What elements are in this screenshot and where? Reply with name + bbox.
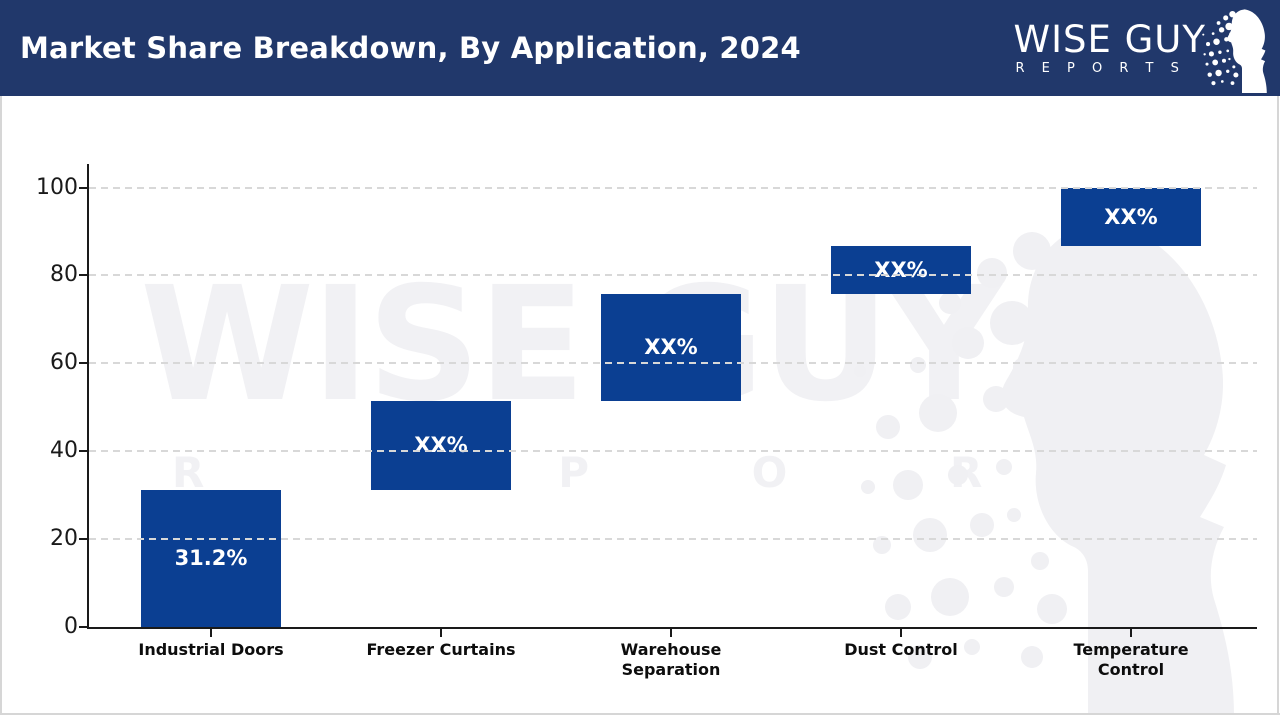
logo-subtitle: R E P O R T S (1015, 61, 1186, 76)
gridline (89, 362, 1257, 365)
bar-value-label: 31.2% (174, 546, 248, 571)
y-axis-tick (79, 274, 87, 277)
logo-text: WISE GUY R E P O R T S (1013, 18, 1206, 77)
y-axis-tick (79, 626, 87, 628)
bar-value-label: XX% (1104, 204, 1158, 229)
y-axis-tick-label: 60 (50, 350, 78, 376)
y-axis-tick-label: 20 (50, 526, 78, 552)
page-border-left (0, 96, 2, 715)
gridline (89, 450, 1257, 453)
page-title: Market Share Breakdown, By Application, … (20, 31, 801, 65)
waterfall-bar: XX% (601, 294, 741, 401)
y-axis-tick-label: 100 (36, 174, 78, 200)
x-axis-tick (900, 629, 902, 637)
x-axis-tick (440, 629, 442, 637)
y-axis-tick (79, 538, 87, 541)
x-axis-category-label: Freezer Curtains (366, 640, 516, 659)
page-border-right (1277, 96, 1279, 715)
x-axis-category-label: Industrial Doors (138, 640, 284, 659)
x-axis-category-label: Dust Control (844, 640, 958, 659)
logo-head-icon (1190, 3, 1276, 93)
y-axis-tick (79, 450, 87, 453)
y-axis-tick (79, 362, 87, 365)
y-axis-tick-label: 0 (64, 614, 78, 639)
x-axis-tick (1130, 629, 1132, 637)
x-axis-category-label: Temperature Control (1073, 640, 1189, 679)
gridline (89, 186, 1257, 189)
waterfall-bar: 31.2% (141, 489, 281, 627)
logo-wordmark: WISE GUY (1013, 18, 1206, 61)
y-axis-tick-label: 80 (50, 262, 78, 288)
x-axis-line (87, 627, 1257, 629)
page-border-bottom (0, 713, 1280, 715)
gridline (89, 538, 1257, 541)
waterfall-bar: XX% (371, 400, 511, 490)
waterfall-bar: XX% (831, 245, 971, 295)
gridline (89, 274, 1257, 277)
header: Market Share Breakdown, By Application, … (0, 0, 1280, 96)
x-axis-tick (670, 629, 672, 637)
wise-guy-logo: WISE GUY R E P O R T S (1014, 2, 1276, 94)
bar-value-label: XX% (874, 257, 928, 282)
x-axis-tick (210, 629, 212, 637)
y-axis-tick-label: 40 (50, 438, 78, 464)
bar-value-label: XX% (644, 335, 698, 360)
y-axis-line (87, 164, 89, 629)
bar-value-label: XX% (414, 433, 468, 458)
waterfall-bar: XX% (1061, 187, 1201, 246)
x-axis-category-label: Warehouse Separation (620, 640, 722, 679)
y-axis-tick (79, 186, 87, 189)
